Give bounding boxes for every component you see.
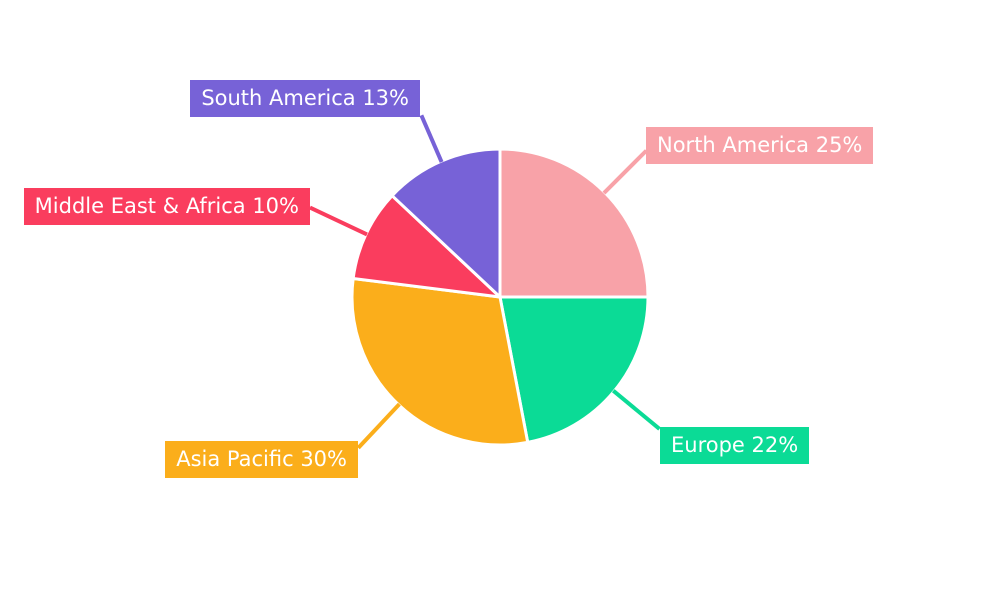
leader-line-south-america (419, 114, 444, 163)
leader-line-europe (611, 389, 661, 431)
leader-line-asia-pacific (356, 402, 401, 450)
pie-label-europe: Europe 22% (660, 427, 810, 464)
leader-line-north-america (602, 149, 648, 195)
pie-label-north-america: North America 25% (646, 127, 874, 164)
leader-line-middle-east-africa (309, 205, 368, 237)
pie-label-asia-pacific: Asia Pacific 30% (165, 441, 358, 478)
pie-label-middle-east-africa: Middle East & Africa 10% (23, 188, 310, 225)
pie-label-south-america: South America 13% (190, 80, 420, 117)
